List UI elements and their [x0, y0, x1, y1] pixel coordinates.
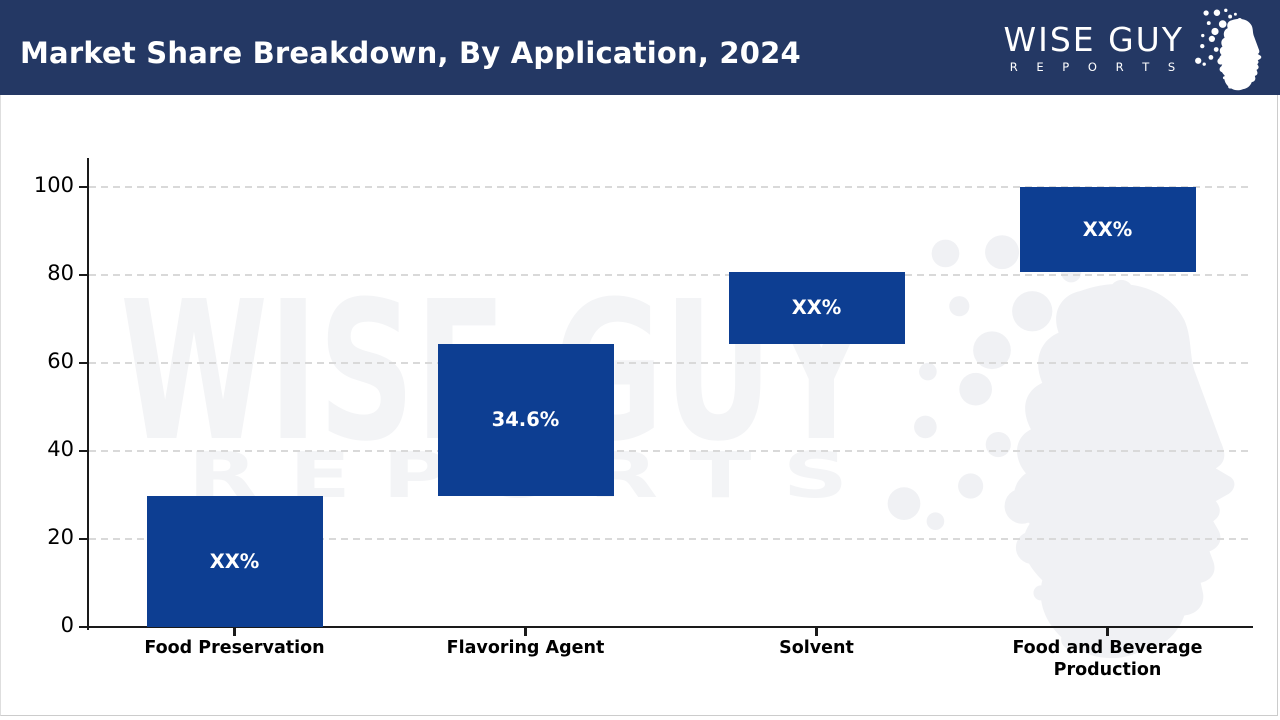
x-axis-tick: [1106, 628, 1109, 636]
x-axis-tick: [233, 628, 236, 636]
y-axis-tick: [79, 185, 88, 189]
wiseguy-logo: WISE GUY R E P O R T S: [1003, 5, 1266, 91]
y-axis-tick: [79, 273, 88, 277]
y-axis-line: [86, 158, 89, 630]
page-title: Market Share Breakdown, By Application, …: [20, 35, 801, 70]
y-axis-tick-label: 20: [47, 525, 74, 549]
gridline: [89, 274, 1253, 276]
x-axis-category-label: Solvent: [779, 638, 854, 658]
logo-tagline: R E P O R T S: [1009, 60, 1183, 74]
x-axis-category-label: Food and Beverage Production: [1012, 638, 1203, 680]
bar-value-label: XX%: [209, 549, 260, 573]
bar-value-label: XX%: [1082, 218, 1133, 242]
bar-segment: XX%: [1019, 187, 1196, 273]
header-bar: Market Share Breakdown, By Application, …: [0, 0, 1280, 95]
bar-value-label: 34.6%: [491, 408, 560, 432]
x-axis-line: [86, 625, 1253, 629]
y-axis-tick-label: 100: [33, 173, 74, 197]
y-axis-tick: [79, 361, 88, 365]
x-axis-tick: [815, 628, 818, 636]
gridline: [89, 538, 1253, 540]
y-axis-tick-label: 0: [60, 613, 74, 637]
wiseguy-head-logo-icon: [1195, 8, 1262, 90]
x-axis-category-label: Food Preservation: [144, 638, 325, 658]
y-axis-tick-label: 60: [47, 349, 74, 373]
logo-wordmark: WISE GUY: [1003, 20, 1184, 59]
gridline: [89, 450, 1253, 452]
x-axis-tick: [524, 628, 527, 636]
x-axis-category-label: Flavoring Agent: [446, 638, 605, 658]
gridline: [89, 186, 1253, 188]
gridline: [89, 362, 1253, 364]
bar-segment: XX%: [146, 495, 323, 627]
y-axis-tick-label: 80: [47, 261, 74, 285]
y-axis-tick-label: 40: [47, 437, 74, 461]
y-axis-tick: [79, 449, 88, 453]
bar-segment: 34.6%: [437, 343, 614, 496]
y-axis-tick: [79, 537, 88, 541]
y-axis-tick: [79, 625, 88, 629]
bar-value-label: XX%: [791, 296, 842, 320]
bar-segment: XX%: [728, 272, 905, 344]
